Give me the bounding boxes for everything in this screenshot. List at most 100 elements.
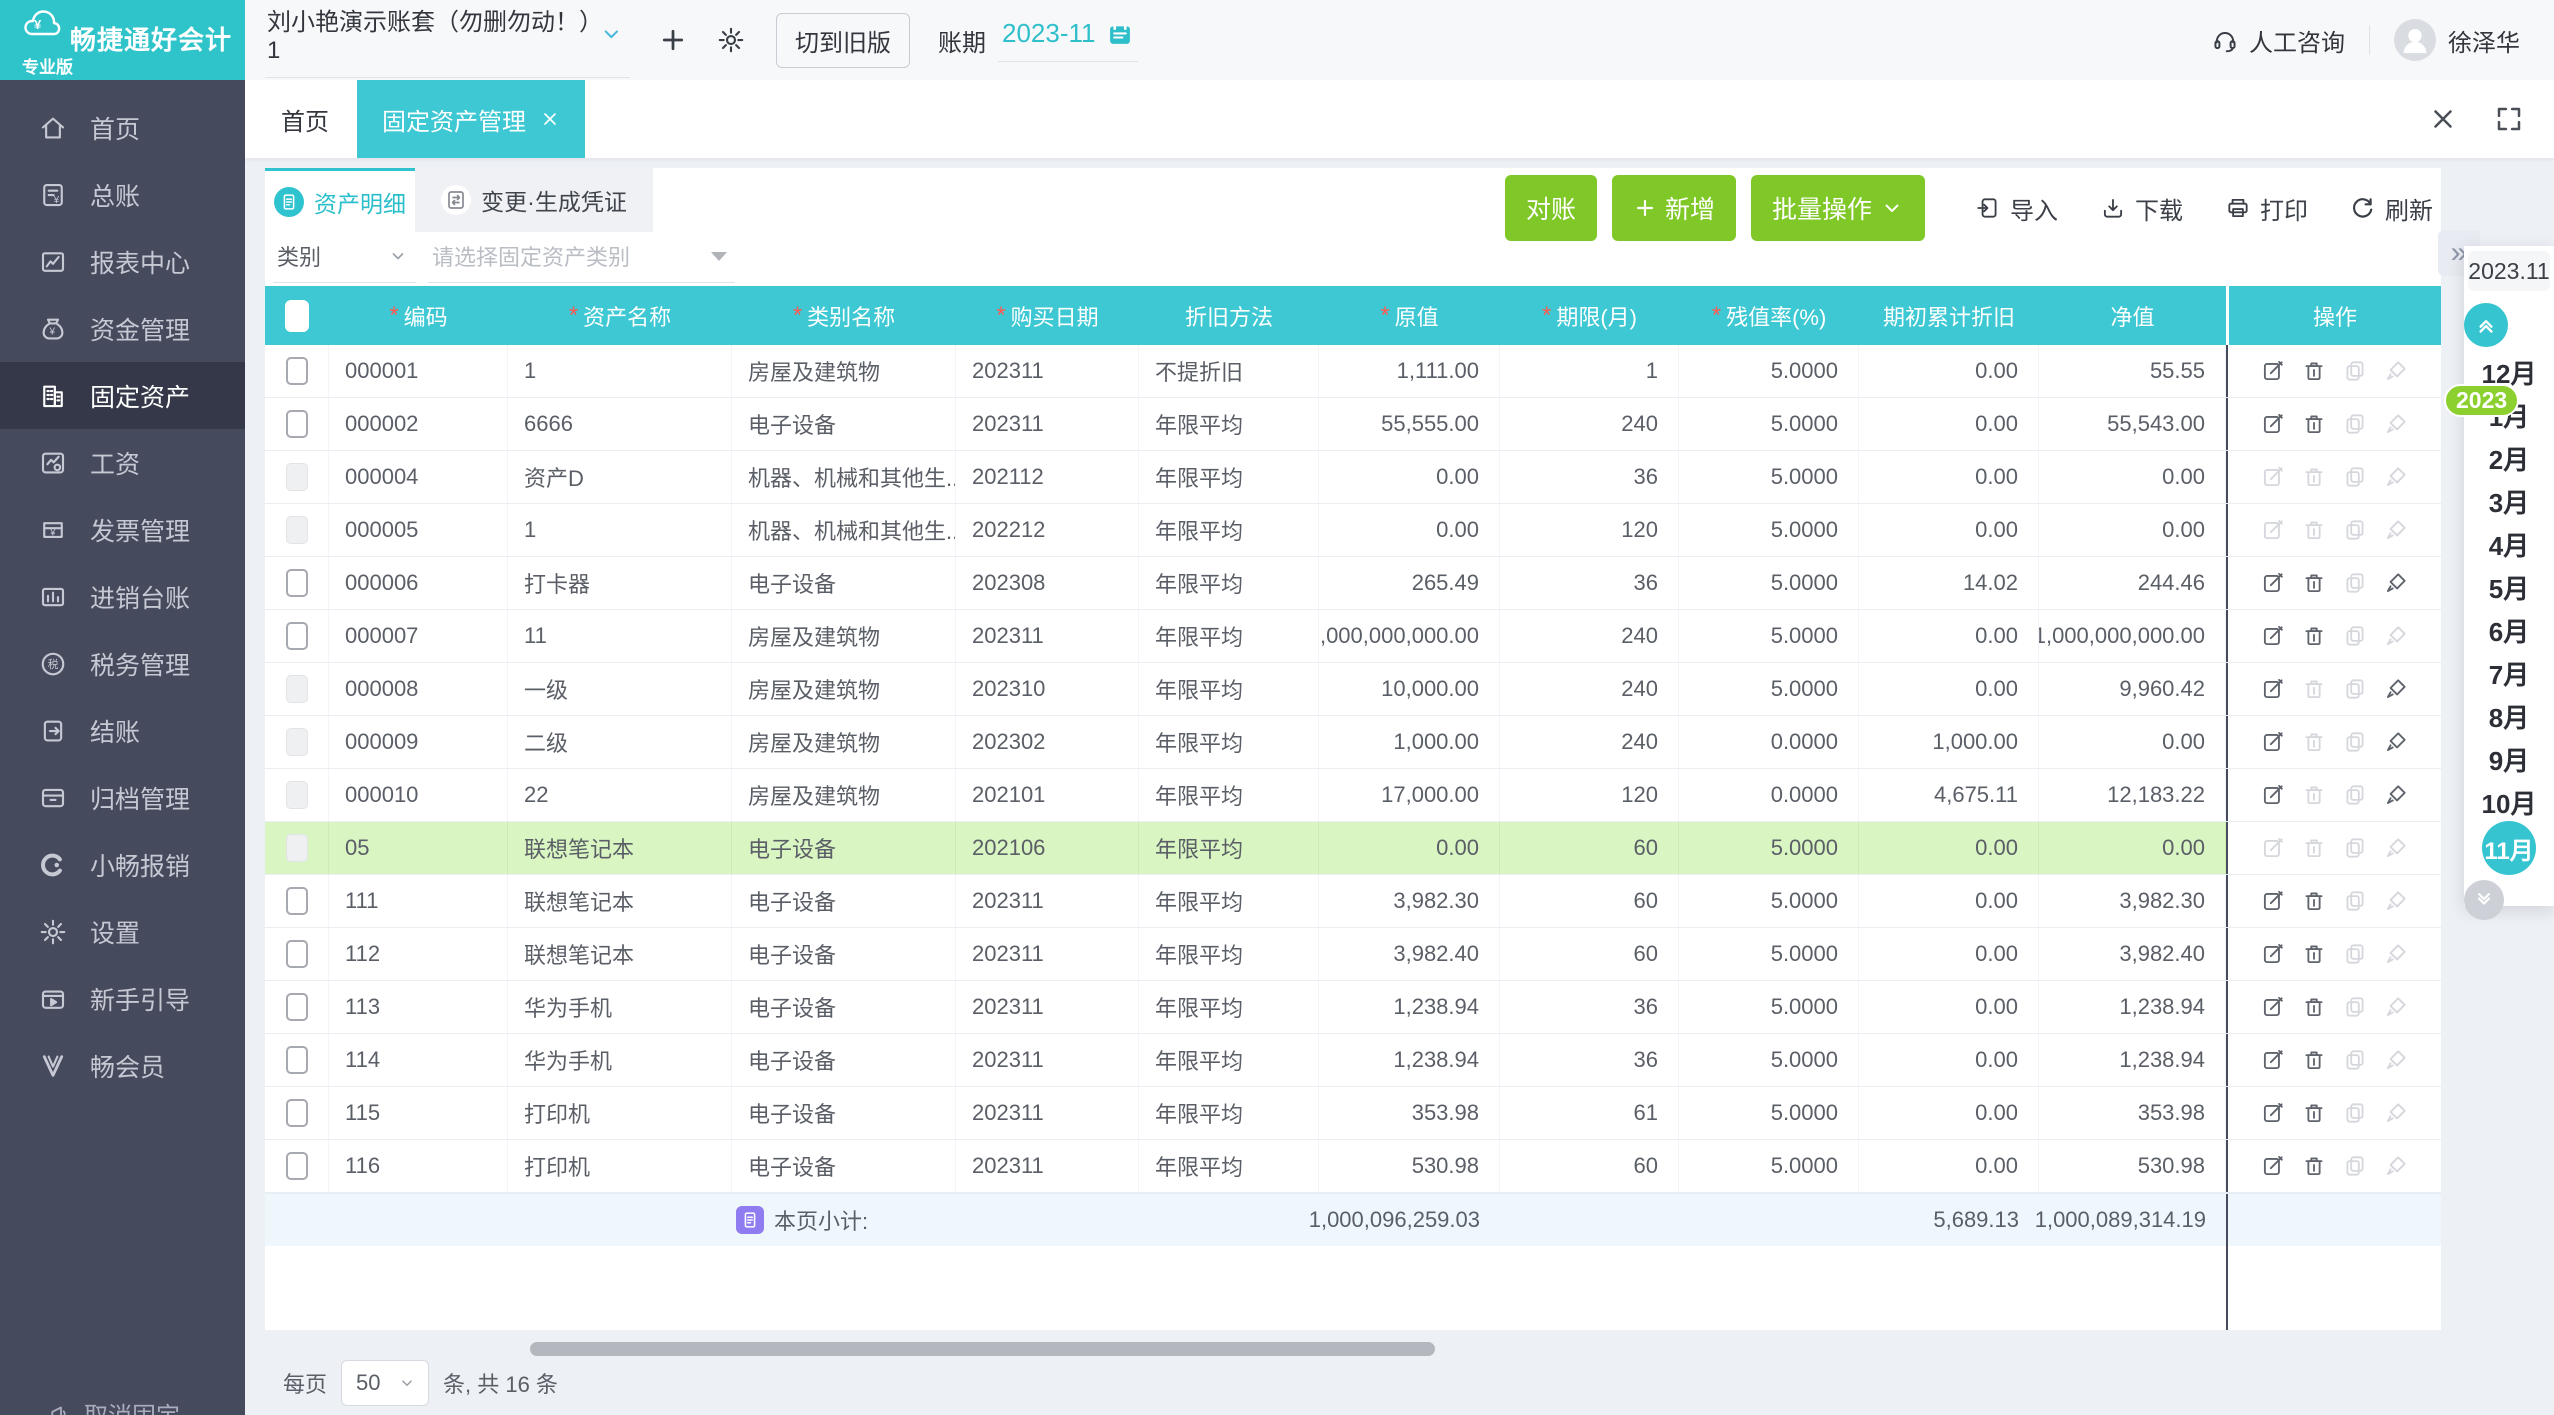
period-picker[interactable]: 2023-11 — [998, 18, 1138, 62]
row-checkbox[interactable] — [285, 1152, 308, 1180]
calendar-month-11月[interactable]: 11月 — [2482, 821, 2536, 875]
switch-old-version-button[interactable]: 切到旧版 — [776, 12, 910, 68]
刷新-link[interactable]: 刷新 — [2350, 191, 2433, 226]
sidebar-item-畅会员[interactable]: 畅会员 — [0, 1032, 245, 1099]
subtab-资产明细[interactable]: 资产明细 — [265, 168, 415, 232]
sidebar-item-税务管理[interactable]: 税 税务管理 — [0, 630, 245, 697]
per-page-select[interactable]: 50 — [341, 1360, 430, 1406]
cell-net_value: 9,960.42 — [2039, 663, 2226, 715]
edit-icon[interactable] — [2260, 994, 2286, 1020]
sidebar-item-归档管理[interactable]: 归档管理 — [0, 764, 245, 831]
calendar-month-10月[interactable]: 10月 — [2481, 789, 2537, 819]
sidebar-item-报表中心[interactable]: 报表中心 — [0, 228, 245, 295]
required-star: * — [996, 301, 1006, 329]
row-checkbox[interactable] — [285, 1099, 308, 1127]
brush-icon[interactable] — [2383, 782, 2409, 808]
horizontal-scrollbar[interactable] — [530, 1342, 1435, 1356]
account-selector[interactable]: 刘小艳演示账套（勿删勿动！）1 — [265, 2, 630, 78]
sidebar-item-进销台账[interactable]: 进销台账 — [0, 563, 245, 630]
sidebar-item-工资[interactable]: 工资 — [0, 429, 245, 496]
edit-icon[interactable] — [2260, 782, 2286, 808]
tab-fixed-assets[interactable]: 固定资产管理 — [357, 80, 585, 158]
sidebar-item-小畅报销[interactable]: 小畅报销 — [0, 831, 245, 898]
close-icon[interactable] — [2428, 104, 2458, 134]
cell-name: 打印机 — [508, 1087, 732, 1139]
delete-icon[interactable] — [2301, 888, 2327, 914]
edit-icon[interactable] — [2260, 676, 2286, 702]
edit-icon[interactable] — [2260, 623, 2286, 649]
edit-icon[interactable] — [2260, 570, 2286, 596]
row-checkbox[interactable] — [285, 357, 308, 385]
chevron-down-icon — [388, 246, 408, 266]
sidebar-pin-toggle[interactable]: 取消固定 — [48, 1396, 180, 1415]
row-checkbox[interactable] — [285, 940, 308, 968]
cell-months: 1 — [1500, 345, 1679, 397]
tab-home[interactable]: 首页 — [281, 108, 329, 136]
edit-icon[interactable] — [2260, 358, 2286, 384]
delete-icon[interactable] — [2301, 1047, 2327, 1073]
delete-icon[interactable] — [2301, 623, 2327, 649]
category-filter-dropdown[interactable]: 类别 — [273, 240, 416, 283]
brush-icon[interactable] — [2383, 676, 2409, 702]
avatar[interactable] — [2394, 19, 2436, 61]
sidebar-item-首页[interactable]: 首页 — [0, 94, 245, 161]
brand-edition: 专业版 — [22, 58, 73, 77]
calendar-month-9月[interactable]: 9月 — [2488, 746, 2530, 776]
sidebar-item-新手引导[interactable]: 新手引导 — [0, 965, 245, 1032]
fullscreen-icon[interactable] — [2494, 104, 2524, 134]
sidebar-item-总账[interactable]: ¥ 总账 — [0, 161, 245, 228]
calendar-month-6月[interactable]: 6月 — [2488, 617, 2530, 647]
delete-icon[interactable] — [2301, 1100, 2327, 1126]
calendar-scroll-down-button[interactable] — [2464, 880, 2504, 920]
add-account-button[interactable] — [658, 25, 688, 55]
导入-link[interactable]: 导入 — [1975, 191, 2058, 226]
select-all-checkbox[interactable] — [285, 299, 309, 332]
edit-icon[interactable] — [2260, 411, 2286, 437]
row-checkbox[interactable] — [285, 622, 308, 650]
table-row: 000002 6666 电子设备 202311 年限平均 55,555.00 240 5.00… — [265, 398, 2441, 451]
support-link[interactable]: 人工咨询 — [2211, 23, 2345, 58]
calendar-month-7月[interactable]: 7月 — [2488, 660, 2530, 690]
delete-icon[interactable] — [2301, 358, 2327, 384]
sidebar-item-结账[interactable]: 结账 — [0, 697, 245, 764]
sidebar-item-资金管理[interactable]: ¥ 资金管理 — [0, 295, 245, 362]
calendar-month-5月[interactable]: 5月 — [2488, 574, 2530, 604]
sidebar-item-固定资产[interactable]: 固定资产 — [0, 362, 245, 429]
calendar-scroll-up-button[interactable] — [2464, 303, 2508, 347]
close-tab-icon[interactable] — [540, 109, 560, 129]
delete-icon[interactable] — [2301, 941, 2327, 967]
cell-method: 不提折旧 — [1139, 345, 1319, 397]
sidebar-item-发票管理[interactable]: ¥ 发票管理 — [0, 496, 245, 563]
calendar-month-4月[interactable]: 4月 — [2488, 531, 2530, 561]
delete-icon[interactable] — [2301, 994, 2327, 1020]
row-checkbox[interactable] — [285, 887, 308, 915]
打印-link[interactable]: 打印 — [2225, 191, 2308, 226]
下载-link[interactable]: 下载 — [2100, 191, 2183, 226]
edit-icon[interactable] — [2260, 1100, 2286, 1126]
sidebar-menu: 首页 ¥ 总账 报表中心 ¥ 资金管理 固定资产 工资 ¥ 发票管理 进销台账税 税务管理 结账 归档管理… — [0, 80, 245, 1099]
subtab-变更·生成凭证[interactable]: 变更·生成凭证 — [415, 168, 653, 232]
calendar-month-3月[interactable]: 3月 — [2488, 488, 2530, 518]
row-checkbox[interactable] — [285, 993, 308, 1021]
edit-icon[interactable] — [2260, 729, 2286, 755]
delete-icon[interactable] — [2301, 411, 2327, 437]
edit-icon[interactable] — [2260, 888, 2286, 914]
edit-icon[interactable] — [2260, 941, 2286, 967]
calendar-month-8月[interactable]: 8月 — [2488, 703, 2530, 733]
批量操作-button[interactable]: 批量操作 — [1750, 175, 1925, 241]
category-select-input[interactable]: 请选择固定资产类别 — [428, 240, 735, 283]
brush-icon[interactable] — [2383, 570, 2409, 596]
account-settings-gear-icon[interactable] — [716, 25, 746, 55]
row-checkbox[interactable] — [285, 1046, 308, 1074]
delete-icon[interactable] — [2301, 570, 2327, 596]
calendar-month-2月[interactable]: 2月 — [2488, 445, 2530, 475]
delete-icon[interactable] — [2301, 1153, 2327, 1179]
edit-icon[interactable] — [2260, 1153, 2286, 1179]
row-checkbox[interactable] — [285, 569, 308, 597]
edit-icon[interactable] — [2260, 1047, 2286, 1073]
新增-button[interactable]: 新增 — [1611, 175, 1736, 241]
row-checkbox[interactable] — [285, 410, 308, 438]
sidebar-item-设置[interactable]: 设置 — [0, 898, 245, 965]
brush-icon[interactable] — [2383, 729, 2409, 755]
对账-button[interactable]: 对账 — [1504, 175, 1597, 241]
